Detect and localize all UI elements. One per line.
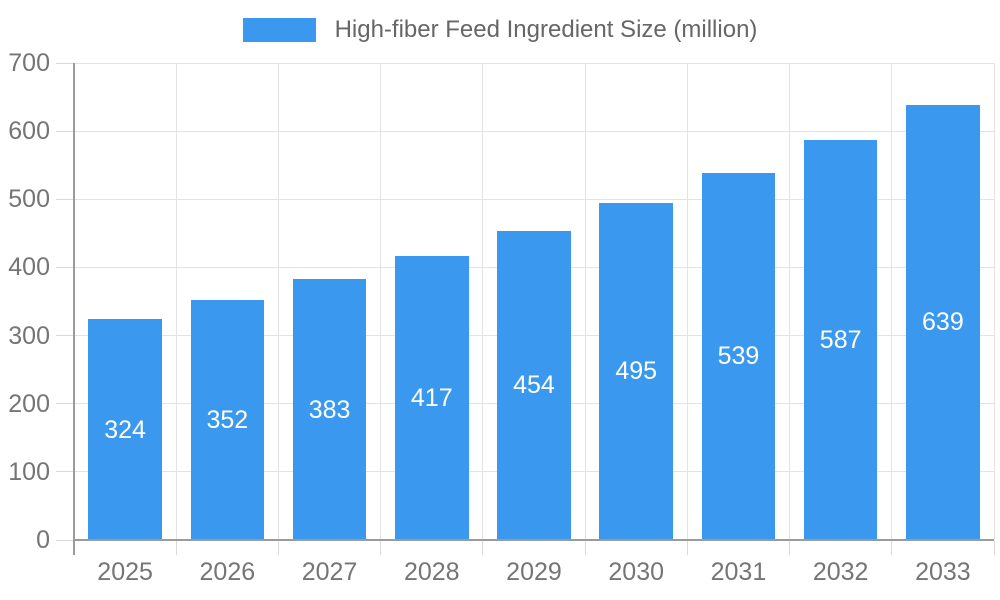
x-tick-label: 2025	[97, 558, 153, 586]
v-gridline	[584, 63, 586, 540]
bar	[88, 319, 162, 540]
y-tick	[56, 471, 73, 473]
x-tick	[380, 541, 382, 555]
h-gridline	[74, 62, 994, 64]
bar-value-label: 639	[922, 308, 964, 337]
y-tick	[56, 198, 73, 200]
x-tick	[789, 541, 791, 555]
y-tick	[56, 266, 73, 268]
h-gridline	[74, 198, 994, 200]
v-gridline	[993, 63, 995, 540]
bar-value-label: 454	[513, 371, 555, 400]
bar-value-label: 324	[104, 415, 146, 444]
v-gridline	[482, 63, 484, 540]
bar	[394, 255, 469, 540]
v-gridline	[686, 63, 688, 540]
bar	[701, 172, 776, 540]
bar-value-label: 383	[308, 395, 351, 424]
v-gridline	[380, 63, 382, 540]
x-tick	[686, 541, 688, 555]
y-tick	[56, 130, 73, 132]
x-tick-label: 2030	[608, 558, 665, 586]
bar-value-label: 417	[410, 383, 453, 412]
y-tick-label: 700	[8, 49, 50, 77]
x-tick-label: 2029	[506, 558, 562, 586]
y-tick-label: 500	[8, 185, 50, 214]
bar	[906, 104, 980, 540]
bar	[599, 202, 674, 540]
x-tick-label: 2028	[403, 558, 460, 586]
x-tick	[482, 541, 484, 555]
y-tick-label: 200	[8, 389, 50, 418]
bar-value-label: 539	[717, 342, 760, 371]
bar	[292, 279, 367, 540]
y-tick	[56, 335, 73, 337]
legend[interactable]: High-fiber Feed Ingredient Size (million…	[0, 16, 1000, 44]
y-tick	[56, 62, 73, 64]
v-gridline	[277, 63, 279, 540]
x-tick	[175, 541, 177, 555]
bar	[803, 140, 878, 540]
y-tick	[56, 403, 73, 405]
v-gridline	[175, 63, 177, 540]
x-tick-label: 2027	[301, 558, 358, 586]
y-tick-label: 300	[8, 321, 50, 350]
legend-label: High-fiber Feed Ingredient Size (million…	[334, 16, 758, 43]
x-tick-label: 2031	[710, 558, 767, 586]
h-gridline	[74, 130, 994, 132]
y-tick-label: 400	[8, 253, 50, 282]
bar-value-label: 352	[206, 406, 249, 435]
bar	[190, 300, 265, 540]
x-tick-label: 2032	[812, 558, 869, 586]
plot-area: 324 352 383 417 454 495 539 587 639	[74, 62, 995, 540]
x-tick-label: 2033	[915, 558, 971, 586]
x-tick-label: 2026	[199, 558, 256, 586]
y-tick-label: 0	[36, 526, 50, 554]
x-tick	[277, 541, 279, 555]
x-tick	[584, 541, 586, 555]
y-axis-line	[73, 63, 75, 555]
y-tick-label: 600	[8, 117, 50, 146]
legend-swatch-icon	[242, 18, 316, 42]
bar	[497, 230, 571, 540]
bar-value-label: 495	[615, 357, 658, 386]
v-gridline	[891, 63, 893, 540]
x-axis-line	[74, 539, 994, 541]
bar-value-label: 587	[819, 326, 862, 354]
x-tick	[993, 541, 995, 555]
x-tick	[891, 541, 893, 555]
y-tick	[56, 539, 73, 541]
v-gridline	[789, 63, 791, 540]
y-tick-label: 100	[8, 457, 50, 486]
